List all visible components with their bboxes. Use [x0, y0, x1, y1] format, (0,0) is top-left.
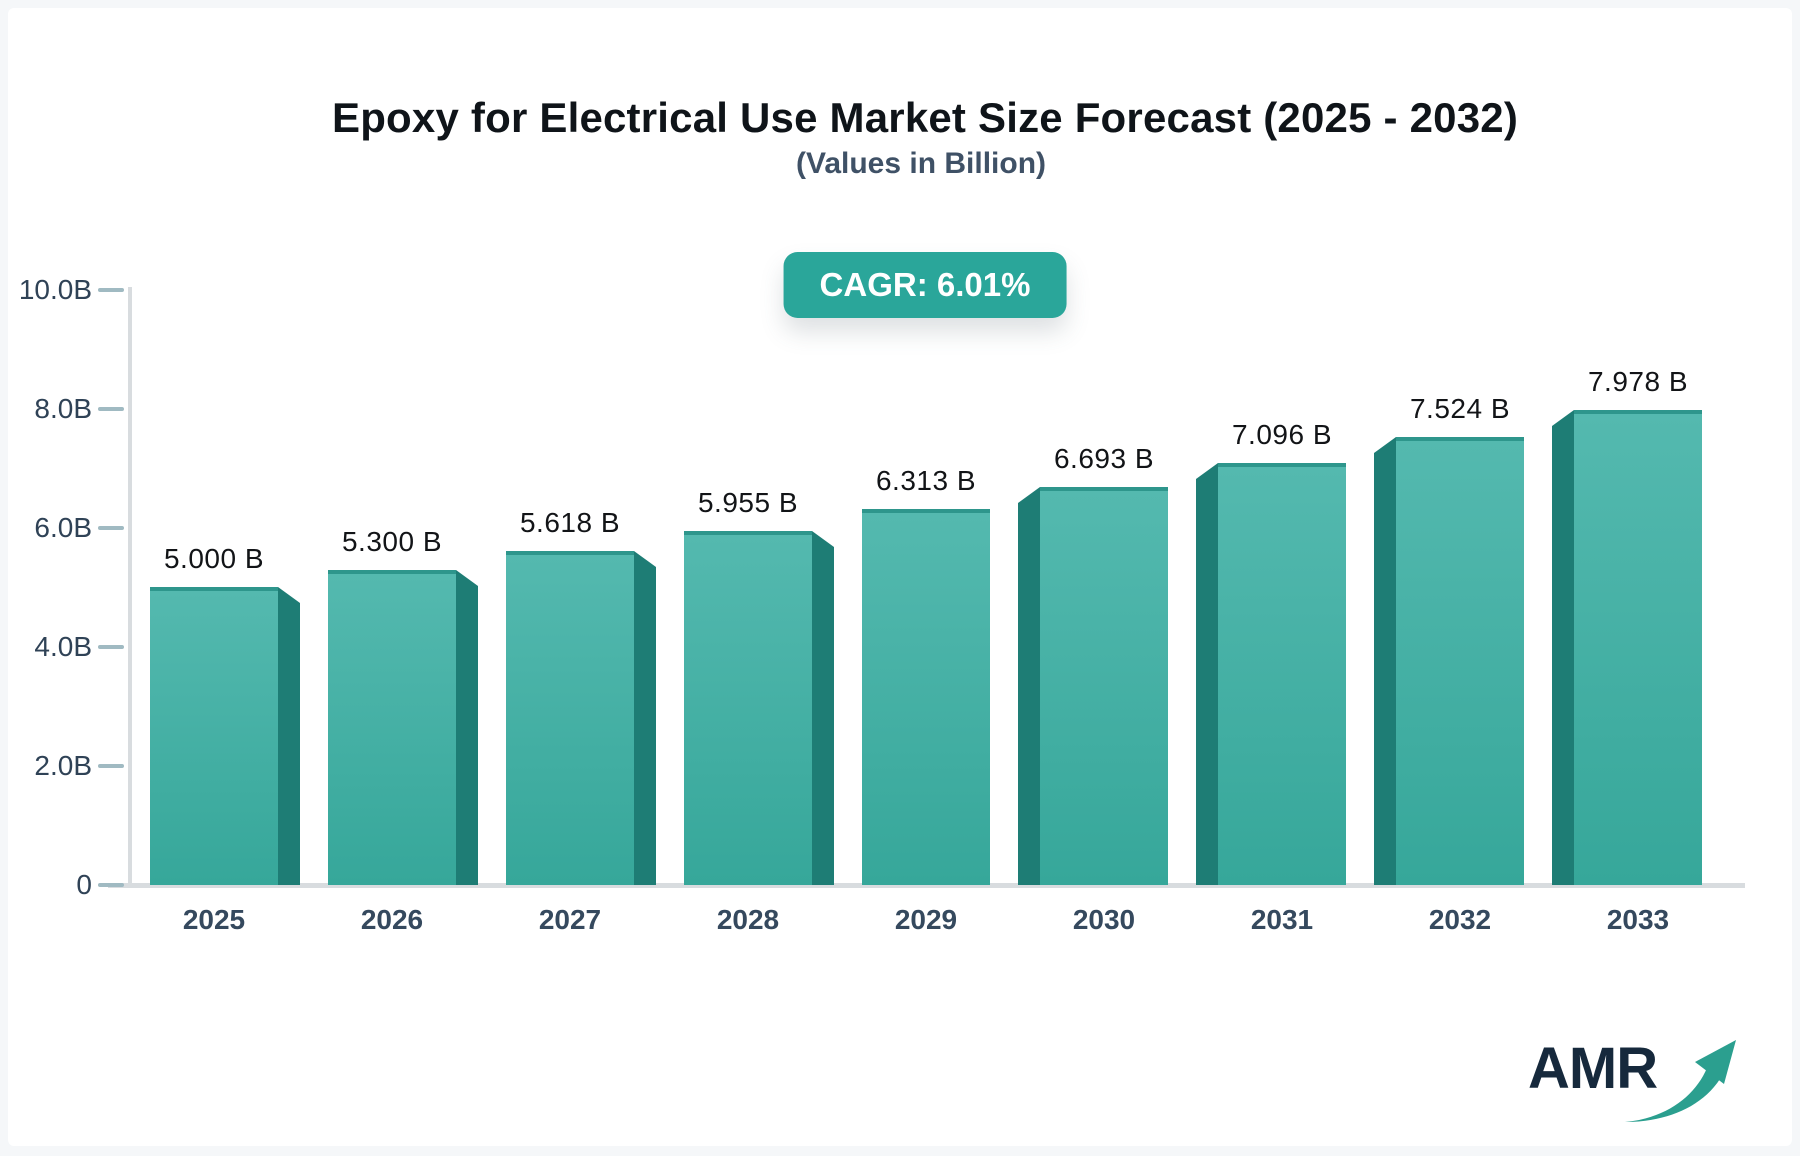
bar-value-label: 5.955 B [697, 487, 799, 518]
y-axis-tick-dash [98, 288, 124, 292]
x-axis-label: 2028 [716, 904, 780, 935]
x-axis-label: 2029 [894, 904, 958, 935]
bar-2025 [150, 587, 278, 885]
y-axis-tick-dash [98, 883, 124, 887]
x-axis-label: 2031 [1250, 904, 1314, 935]
bar-side-panel [1196, 463, 1218, 885]
bar-2027 [506, 551, 634, 885]
bar-value-label: 6.313 B [875, 465, 977, 496]
bar-value-label: 7.978 B [1587, 366, 1689, 397]
x-axis-label: 2026 [360, 904, 424, 935]
amr-logo: AMR [1528, 1034, 1738, 1124]
x-axis-label: 2033 [1606, 904, 1670, 935]
bar-value-label: 5.618 B [519, 507, 621, 538]
y-axis-tick-dash [98, 764, 124, 768]
x-axis-label: 2025 [182, 904, 246, 935]
y-axis-tick-label: 10.0B [18, 274, 92, 305]
bar-value-label: 5.300 B [341, 526, 443, 557]
bar-2029 [862, 509, 990, 885]
bar-value-label: 7.096 B [1231, 419, 1333, 450]
bar-side-panel [1552, 410, 1574, 885]
y-axis-tick-dash [98, 407, 124, 411]
bar-side-panel [278, 587, 300, 885]
amr-logo-text: AMR [1528, 1036, 1658, 1101]
bar-2032 [1396, 437, 1524, 885]
growth-arrow-icon [1625, 1040, 1736, 1122]
y-axis-tick-dash [98, 526, 124, 530]
bar-2030 [1040, 487, 1168, 885]
chart-title: Epoxy for Electrical Use Market Size For… [331, 94, 1519, 141]
bar-side-panel [456, 570, 478, 885]
bar-side-panel [812, 531, 834, 885]
y-axis-line [128, 287, 132, 885]
x-axis-label: 2027 [538, 904, 602, 935]
bar-2031 [1218, 463, 1346, 885]
y-axis-tick-label: 4.0B [34, 631, 92, 662]
x-axis-baseline [108, 883, 1745, 888]
bar-value-label: 6.693 B [1053, 443, 1155, 474]
chart-subtitle: (Values in Billion) [795, 147, 1047, 180]
bar-2033 [1574, 410, 1702, 885]
bar-value-label: 5.000 B [163, 543, 265, 574]
cagr-badge: CAGR: 6.01% [783, 252, 1067, 318]
y-axis-tick-label: 6.0B [34, 512, 92, 543]
bar-side-panel [1018, 487, 1040, 885]
y-axis-tick-dash [98, 645, 124, 649]
bar-side-panel [634, 551, 656, 885]
x-axis-label: 2032 [1428, 904, 1492, 935]
y-axis-tick-label: 2.0B [34, 750, 92, 781]
bar-2028 [684, 531, 812, 885]
y-axis-tick-label: 0 [76, 869, 92, 900]
bar-value-label: 7.524 B [1409, 393, 1511, 424]
x-axis-label: 2030 [1072, 904, 1136, 935]
bar-2026 [328, 570, 456, 885]
bar-side-panel [1374, 437, 1396, 885]
y-axis-tick-label: 8.0B [34, 393, 92, 424]
